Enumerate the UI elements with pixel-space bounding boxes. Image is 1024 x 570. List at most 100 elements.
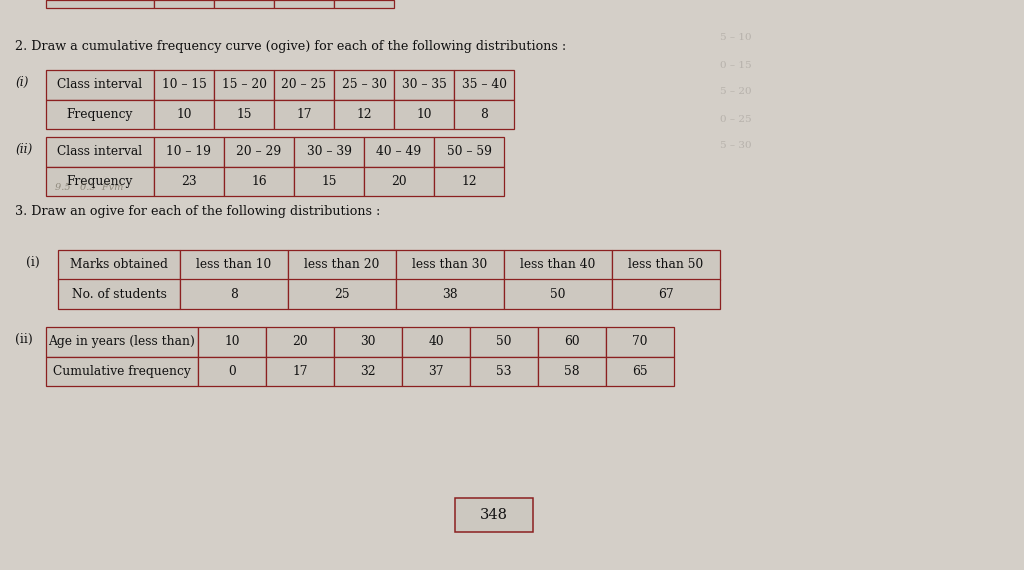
Text: 25: 25 — [334, 288, 350, 301]
Bar — [288, 250, 396, 279]
Text: 53: 53 — [497, 365, 512, 378]
Bar — [504, 250, 612, 279]
Text: Cumulative frequency: Cumulative frequency — [53, 365, 190, 378]
Bar — [470, 327, 538, 356]
Text: 348: 348 — [480, 508, 508, 522]
Text: (ii): (ii) — [15, 143, 32, 156]
Text: 30: 30 — [360, 335, 376, 348]
Text: (i): (i) — [26, 256, 40, 269]
Bar — [58, 250, 180, 279]
Bar — [454, 70, 514, 100]
Text: 5 – 30: 5 – 30 — [720, 141, 752, 150]
Text: Frequency: Frequency — [67, 175, 133, 188]
Text: 40: 40 — [428, 335, 443, 348]
Bar — [455, 498, 534, 532]
Text: less than 40: less than 40 — [520, 258, 596, 271]
Bar — [274, 0, 334, 8]
Text: 50: 50 — [497, 335, 512, 348]
Bar — [612, 279, 720, 309]
Bar — [454, 100, 514, 129]
Bar — [394, 70, 454, 100]
Bar — [288, 279, 396, 309]
Text: 17: 17 — [296, 108, 311, 121]
Text: 30 – 35: 30 – 35 — [401, 78, 446, 91]
Bar — [612, 250, 720, 279]
Bar — [334, 356, 402, 386]
Text: 0 – 15: 0 – 15 — [720, 60, 752, 70]
Bar — [434, 166, 504, 196]
Text: 10 – 19: 10 – 19 — [167, 145, 212, 158]
Bar — [504, 279, 612, 309]
Bar — [396, 279, 504, 309]
Text: 25 – 30: 25 – 30 — [341, 78, 386, 91]
Text: 10: 10 — [224, 335, 240, 348]
Bar — [46, 137, 154, 166]
Text: Class interval: Class interval — [57, 78, 142, 91]
Bar — [58, 279, 180, 309]
Text: 5 – 10: 5 – 10 — [720, 34, 752, 43]
Text: 58: 58 — [564, 365, 580, 378]
Bar — [154, 100, 214, 129]
Bar — [434, 137, 504, 166]
Text: Marks obtained: Marks obtained — [70, 258, 168, 271]
Text: No. of students: No. of students — [72, 288, 167, 301]
Text: 0: 0 — [228, 365, 236, 378]
Text: (ii): (ii) — [15, 333, 33, 346]
Bar — [364, 137, 434, 166]
Bar — [224, 137, 294, 166]
Text: Frequency: Frequency — [67, 108, 133, 121]
Text: 70: 70 — [632, 335, 648, 348]
Text: 10: 10 — [416, 108, 432, 121]
Text: 8: 8 — [480, 108, 488, 121]
Text: 32: 32 — [360, 365, 376, 378]
Text: less than 20: less than 20 — [304, 258, 380, 271]
Bar — [154, 166, 224, 196]
Bar — [402, 356, 470, 386]
Text: Age in years (less than): Age in years (less than) — [48, 335, 196, 348]
Text: less than 10: less than 10 — [197, 258, 271, 271]
Text: (i): (i) — [15, 76, 29, 89]
Text: Class interval: Class interval — [57, 145, 142, 158]
Bar — [538, 356, 606, 386]
Bar — [180, 279, 288, 309]
Bar — [334, 100, 394, 129]
Bar — [46, 0, 154, 8]
Text: 60: 60 — [564, 335, 580, 348]
Bar — [606, 327, 674, 356]
Bar — [46, 356, 198, 386]
Bar — [334, 0, 394, 8]
Bar — [334, 327, 402, 356]
Text: 10: 10 — [176, 108, 191, 121]
Bar — [266, 327, 334, 356]
Text: 50 – 59: 50 – 59 — [446, 145, 492, 158]
Text: 23: 23 — [181, 175, 197, 188]
Text: 50: 50 — [550, 288, 565, 301]
Bar — [364, 166, 434, 196]
Text: 12: 12 — [356, 108, 372, 121]
Bar — [154, 137, 224, 166]
Text: 10 – 15: 10 – 15 — [162, 78, 207, 91]
Bar — [46, 166, 154, 196]
Bar — [46, 70, 154, 100]
Text: 37: 37 — [428, 365, 443, 378]
Text: 3. Draw an ogive for each of the following distributions :: 3. Draw an ogive for each of the followi… — [15, 205, 380, 218]
Text: 9.5   0.5  F́v́ṁ: 9.5 0.5 F́v́ṁ — [55, 184, 123, 193]
Bar — [606, 356, 674, 386]
Bar — [294, 166, 364, 196]
Text: 20 – 25: 20 – 25 — [282, 78, 327, 91]
Bar — [538, 327, 606, 356]
Text: 2. Draw a cumulative frequency curve (ogive) for each of the following distribut: 2. Draw a cumulative frequency curve (og… — [15, 40, 566, 53]
Bar — [180, 250, 288, 279]
Bar — [266, 356, 334, 386]
Bar — [470, 356, 538, 386]
Text: 15: 15 — [322, 175, 337, 188]
Text: 15: 15 — [237, 108, 252, 121]
Bar — [198, 356, 266, 386]
Text: 8: 8 — [230, 288, 238, 301]
Bar — [198, 327, 266, 356]
Text: 38: 38 — [442, 288, 458, 301]
Bar — [214, 100, 274, 129]
Text: 40 – 49: 40 – 49 — [377, 145, 422, 158]
Bar — [224, 166, 294, 196]
Bar — [402, 327, 470, 356]
